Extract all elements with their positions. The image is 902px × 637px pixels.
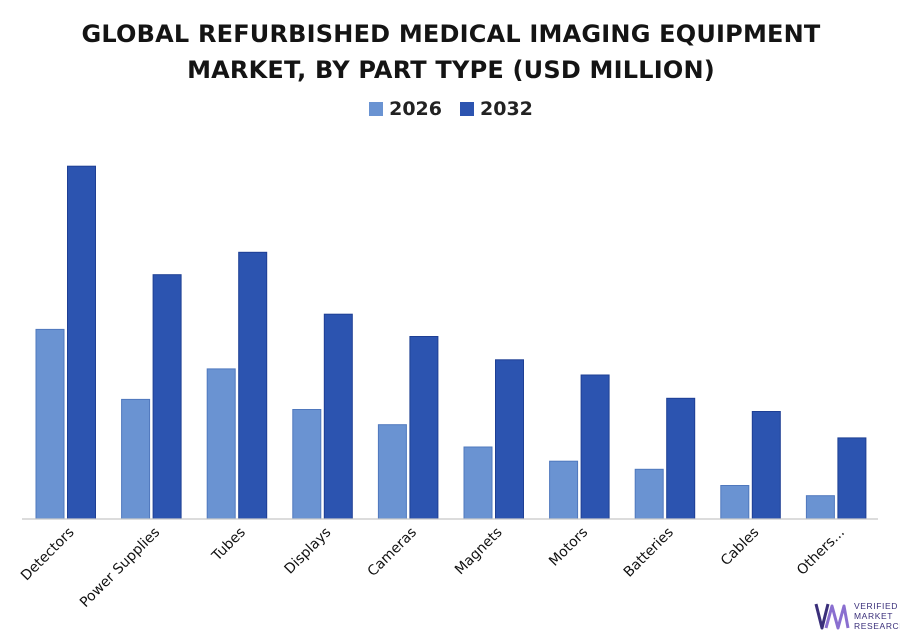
bars-group	[35, 165, 867, 520]
legend-swatch-2032	[460, 102, 474, 116]
logo-text-verified: VERIFIED	[854, 601, 898, 611]
bar-batteries-2032	[666, 397, 696, 520]
bar-tubes-2026	[206, 368, 236, 520]
bar-magnets-2026	[463, 446, 493, 520]
legend-label-2032: 2032	[480, 98, 533, 120]
bar-tubes-2032	[238, 251, 268, 520]
x-tick-detectors: Detectors	[18, 525, 78, 585]
bar-others-2032	[837, 437, 867, 520]
x-tick-displays: Displays	[281, 525, 334, 578]
x-tick-motors: Motors	[546, 525, 591, 570]
bar-power-supplies-2026	[121, 398, 151, 520]
x-tick-cables: Cables	[718, 525, 763, 570]
bar-cameras-2026	[377, 424, 407, 520]
bar-cameras-2032	[409, 336, 439, 520]
legend: 2026 2032	[0, 96, 902, 122]
x-tick-batteries: Batteries	[621, 525, 677, 581]
bar-motors-2032	[580, 374, 610, 520]
logo-text-research: RESEARCH	[854, 621, 900, 631]
bar-displays-2032	[323, 313, 353, 520]
x-tick-tubes: Tubes	[208, 525, 248, 565]
legend-item-2032: 2032	[460, 98, 533, 120]
legend-label-2026: 2026	[389, 98, 442, 120]
bar-batteries-2026	[634, 468, 664, 520]
legend-swatch-2026	[369, 102, 384, 116]
bar-displays-2026	[292, 409, 322, 520]
x-tick-cameras: Cameras	[365, 525, 420, 580]
legend-item-2026: 2026	[369, 98, 442, 120]
bar-power-supplies-2032	[152, 274, 182, 520]
bar-others-2026	[805, 495, 835, 520]
bar-detectors-2032	[67, 165, 96, 520]
verified-market-research-logo: VERIFIED MARKET RESEARCH	[814, 601, 900, 631]
bar-detectors-2026	[35, 328, 65, 520]
chart-title: GLOBAL REFURBISHED MEDICAL IMAGING EQUIP…	[81, 20, 821, 84]
x-tick-power-supplies: Power Supplies	[77, 525, 163, 611]
x-tick-magnets: Magnets	[452, 525, 506, 579]
logo-text-market: MARKET	[854, 611, 893, 621]
bar-motors-2026	[549, 460, 579, 520]
vmr-logo-mark	[814, 603, 850, 630]
bar-magnets-2032	[495, 359, 524, 520]
x-tick-others: Others...	[794, 525, 848, 579]
bar-cables-2026	[720, 485, 750, 520]
x-tick-labels: Detectors Power Supplies Tubes Displays Came…	[18, 525, 848, 611]
bar-cables-2032	[751, 411, 781, 520]
